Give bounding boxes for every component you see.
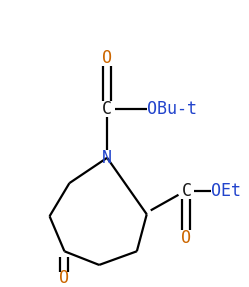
Text: OEt: OEt <box>211 182 241 200</box>
Text: O: O <box>102 49 112 67</box>
Text: OBu-t: OBu-t <box>147 100 197 118</box>
Text: N: N <box>102 149 112 167</box>
Text: C: C <box>182 182 191 200</box>
Text: C: C <box>102 100 112 118</box>
Text: O: O <box>182 229 191 247</box>
Text: O: O <box>60 269 69 287</box>
